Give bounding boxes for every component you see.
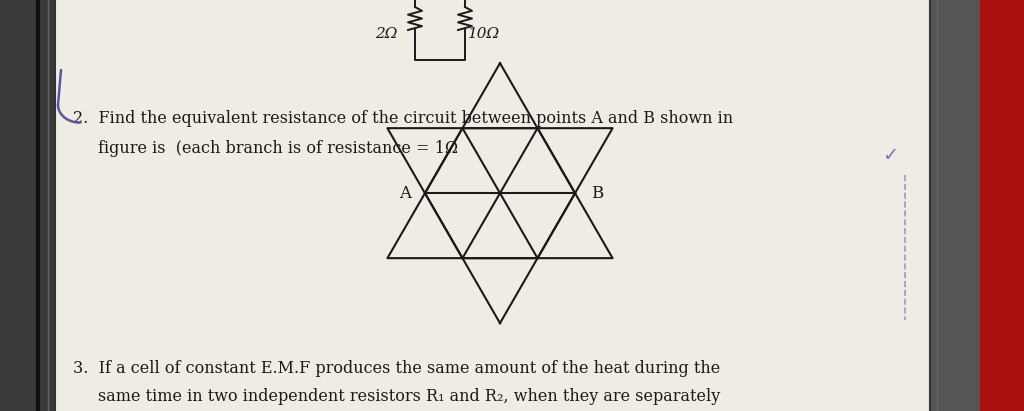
Bar: [930, 0, 980, 411]
Text: ✓: ✓: [882, 145, 898, 164]
Bar: [55, 0, 930, 411]
Text: A: A: [399, 185, 411, 202]
Bar: [0, 0, 55, 411]
Text: same time in two independent resistors R₁ and R₂, when they are separately: same time in two independent resistors R…: [98, 388, 720, 405]
Text: 2Ω: 2Ω: [375, 27, 397, 41]
Text: figure is  (each branch is of resistance = 1Ω: figure is (each branch is of resistance …: [98, 140, 458, 157]
Text: B: B: [591, 185, 603, 202]
Text: 10Ω: 10Ω: [468, 27, 500, 41]
Bar: [980, 0, 1024, 411]
Text: 3.  If a cell of constant E.M.F produces the same amount of the heat during the: 3. If a cell of constant E.M.F produces …: [73, 360, 720, 377]
Text: 2.  Find the equivalent resistance of the circuit between points A and B shown i: 2. Find the equivalent resistance of the…: [73, 110, 733, 127]
